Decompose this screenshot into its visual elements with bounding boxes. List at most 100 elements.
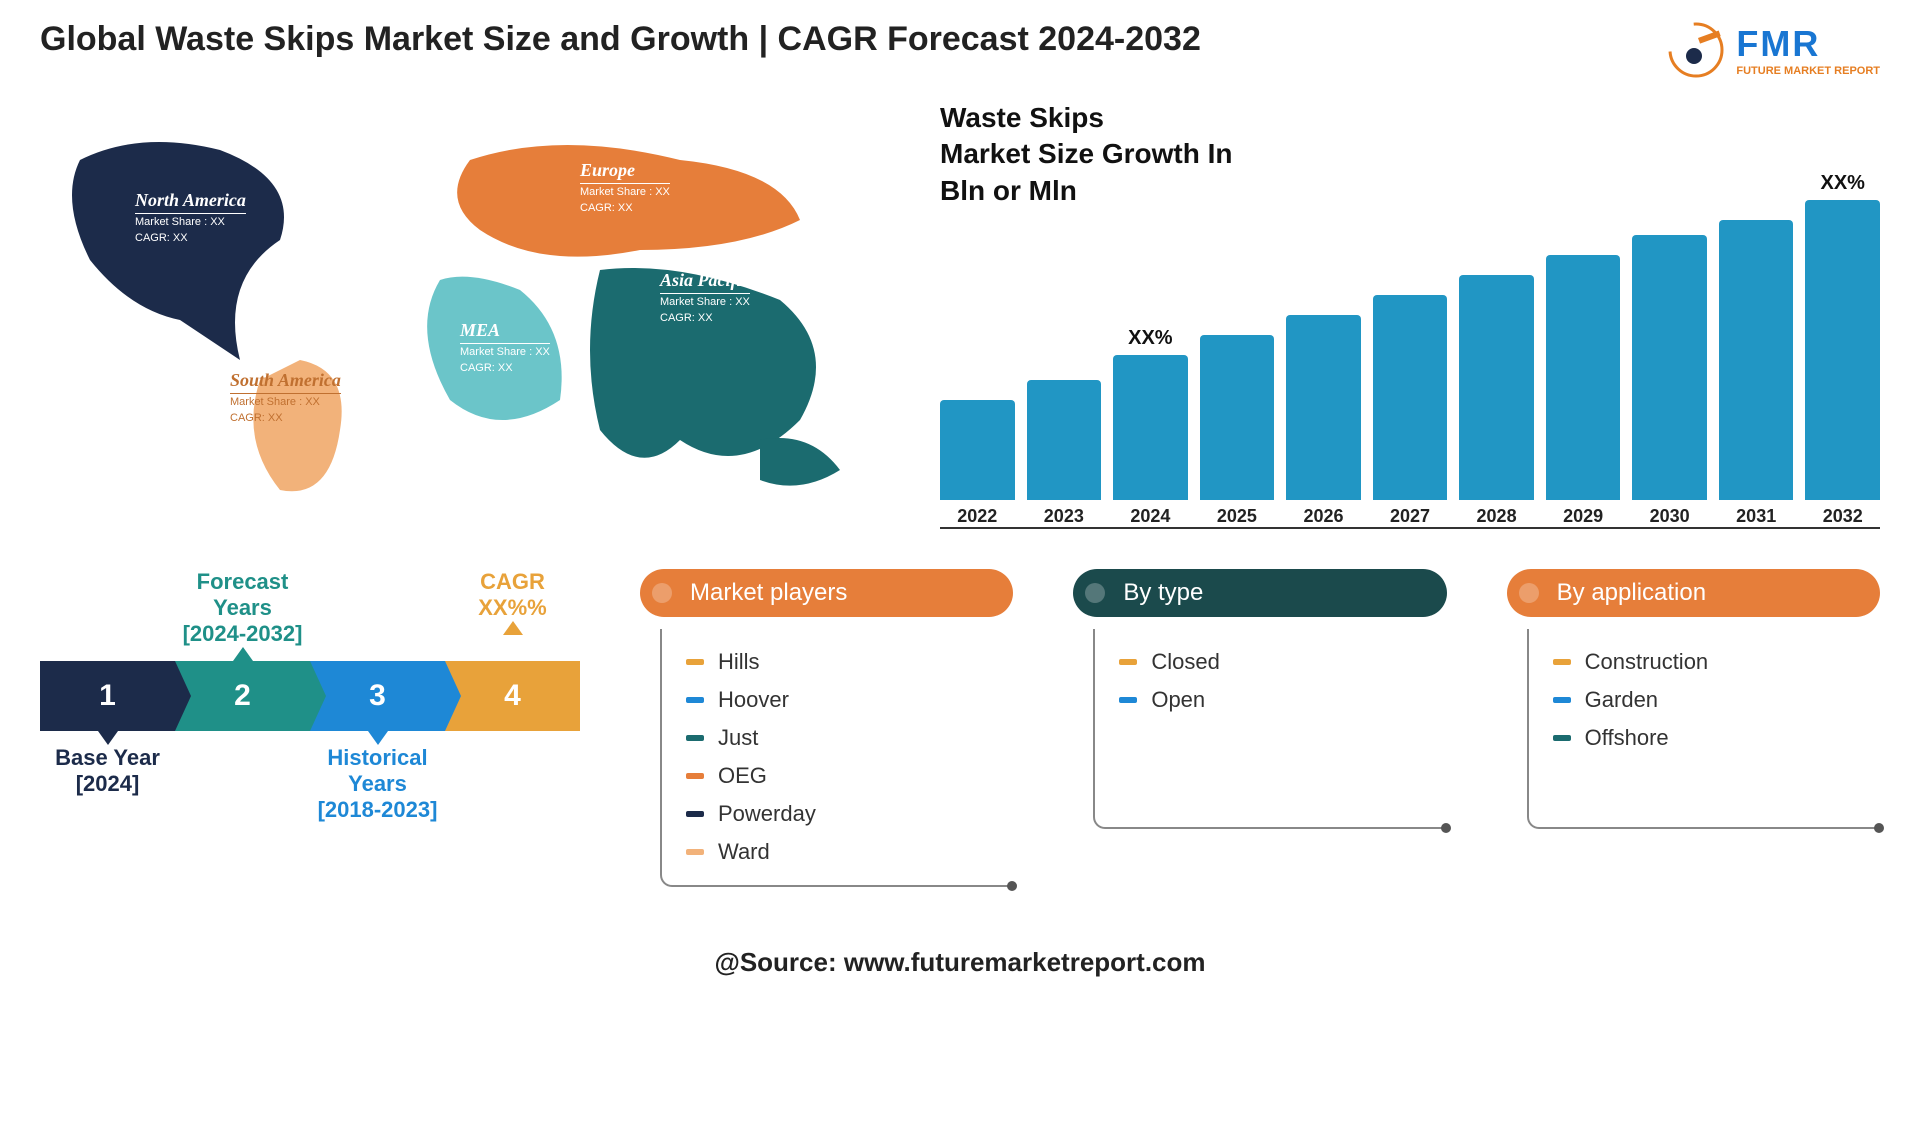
bar-annotation: XX% bbox=[1821, 172, 1865, 195]
base-label-text: Base Year bbox=[40, 745, 175, 771]
forecast-label: Forecast Years [2024-2032] bbox=[175, 569, 310, 661]
bar-year: 2026 bbox=[1303, 506, 1343, 527]
list-item: OEG bbox=[686, 757, 1003, 795]
bar-year: 2024 bbox=[1130, 506, 1170, 527]
bullet-icon bbox=[686, 811, 704, 817]
list-item: Closed bbox=[1119, 643, 1436, 681]
region-south-america: South AmericaMarket Share : XXCAGR: XX bbox=[230, 370, 341, 424]
bar-year: 2029 bbox=[1563, 506, 1603, 527]
bullet-icon bbox=[1553, 697, 1571, 703]
list-item: Hills bbox=[686, 643, 1003, 681]
region-mea: MEA Market Share : XX CAGR: XX bbox=[460, 320, 550, 374]
item-label: Ward bbox=[718, 839, 770, 865]
logo-subtitle: FUTURE MARKET REPORT bbox=[1736, 65, 1880, 77]
bullet-icon bbox=[1553, 659, 1571, 665]
timeline-seg-4: 4 bbox=[445, 661, 580, 731]
region-share: Market Share : XX bbox=[230, 393, 341, 408]
region-share: Market Share : XX bbox=[460, 343, 550, 358]
cagr-value: XX%% bbox=[445, 595, 580, 621]
bar: XX% bbox=[1113, 355, 1188, 500]
bar-col-2027: 2027 bbox=[1373, 295, 1448, 527]
category-by-application: By application ConstructionGardenOffshore bbox=[1507, 569, 1880, 887]
region-cagr: CAGR: XX bbox=[460, 360, 550, 374]
bullet-icon bbox=[686, 773, 704, 779]
bar bbox=[1459, 275, 1534, 500]
region-share: Market Share : XX bbox=[135, 213, 246, 228]
bar-year: 2031 bbox=[1736, 506, 1776, 527]
bar-year: 2030 bbox=[1650, 506, 1690, 527]
hist-label: Historical Years [2018-2023] bbox=[310, 731, 445, 823]
chart-title-l2: Market Size Growth In bbox=[940, 138, 1233, 169]
region-asia-pacific: Asia PacificMarket Share : XXCAGR: XX bbox=[660, 270, 750, 324]
category-list: HillsHooverJustOEGPowerdayWard bbox=[660, 629, 1013, 887]
region-cagr: CAGR: XX bbox=[660, 310, 750, 324]
category-market-players: Market playersHillsHooverJustOEGPowerday… bbox=[640, 569, 1013, 887]
region-name: North America bbox=[135, 190, 246, 211]
category-header: By application bbox=[1507, 569, 1880, 617]
item-label: Construction bbox=[1585, 649, 1709, 675]
logo-text: FMR bbox=[1736, 23, 1880, 65]
cagr-label: CAGR XX%% bbox=[445, 569, 580, 661]
bar-col-2031: 2031 bbox=[1719, 220, 1794, 527]
bar-year: 2025 bbox=[1217, 506, 1257, 527]
map-svg bbox=[40, 100, 900, 500]
bar-col-2028: 2028 bbox=[1459, 275, 1534, 527]
region-name: Europe bbox=[580, 160, 670, 181]
bullet-icon bbox=[686, 697, 704, 703]
hist-range: [2018-2023] bbox=[310, 797, 445, 823]
list-item: Offshore bbox=[1553, 719, 1870, 757]
category-by-type: By typeClosedOpen bbox=[1073, 569, 1446, 887]
timeline-seg-2: 2 bbox=[175, 661, 310, 731]
timeline-bar: 1234 bbox=[40, 661, 580, 731]
bar-col-2030: 2030 bbox=[1632, 235, 1707, 527]
categories: Market playersHillsHooverJustOEGPowerday… bbox=[640, 569, 1880, 887]
bar bbox=[1632, 235, 1707, 500]
item-label: OEG bbox=[718, 763, 767, 789]
item-label: Powerday bbox=[718, 801, 816, 827]
bar bbox=[1200, 335, 1275, 500]
bullet-icon bbox=[686, 849, 704, 855]
region-name: South America bbox=[230, 370, 341, 391]
bar-year: 2027 bbox=[1390, 506, 1430, 527]
region-north-america: North America Market Share : XX CAGR: XX bbox=[135, 190, 246, 244]
bar bbox=[1027, 380, 1102, 500]
cagr-label-text: CAGR bbox=[445, 569, 580, 595]
bullet-icon bbox=[686, 735, 704, 741]
bar bbox=[940, 400, 1015, 500]
bar-chart-section: Waste Skips Market Size Growth In Bln or… bbox=[940, 100, 1880, 529]
category-list: ClosedOpen bbox=[1093, 629, 1446, 829]
page-title: Global Waste Skips Market Size and Growt… bbox=[40, 20, 1201, 59]
bullet-icon bbox=[1553, 735, 1571, 741]
bar bbox=[1286, 315, 1361, 500]
hist-label-text: Historical Years bbox=[310, 745, 445, 797]
item-label: Just bbox=[718, 725, 758, 751]
bar bbox=[1719, 220, 1794, 500]
chart-title-l3: Bln or Mln bbox=[940, 175, 1077, 206]
region-share: Market Share : XX bbox=[580, 183, 670, 198]
list-item: Ward bbox=[686, 833, 1003, 871]
chart-title-l1: Waste Skips bbox=[940, 102, 1104, 133]
bullet-icon bbox=[1119, 659, 1137, 665]
bar-annotation: XX% bbox=[1128, 327, 1172, 350]
bar bbox=[1546, 255, 1621, 500]
bar-col-2029: 2029 bbox=[1546, 255, 1621, 527]
region-name: MEA bbox=[460, 320, 550, 341]
timeline-seg-1: 1 bbox=[40, 661, 175, 731]
region-cagr: CAGR: XX bbox=[135, 230, 246, 244]
timeline-seg-3: 3 bbox=[310, 661, 445, 731]
forecast-label-text: Forecast Years bbox=[175, 569, 310, 621]
list-item: Powerday bbox=[686, 795, 1003, 833]
category-list: ConstructionGardenOffshore bbox=[1527, 629, 1880, 829]
source-text: @Source: www.futuremarketreport.com bbox=[40, 947, 1880, 978]
bar-col-2024: XX% 2024 bbox=[1113, 355, 1188, 527]
bar-chart: 20222023XX%20242025202620272028202920302… bbox=[940, 219, 1880, 529]
bar-year: 2028 bbox=[1477, 506, 1517, 527]
base-value: [2024] bbox=[40, 771, 175, 797]
timeline: Forecast Years [2024-2032] CAGR XX%% 123… bbox=[40, 569, 580, 823]
region-cagr: CAGR: XX bbox=[580, 200, 670, 214]
list-item: Open bbox=[1119, 681, 1436, 719]
list-item: Construction bbox=[1553, 643, 1870, 681]
logo: FMR FUTURE MARKET REPORT bbox=[1666, 20, 1880, 80]
bar bbox=[1373, 295, 1448, 500]
forecast-range: [2024-2032] bbox=[175, 621, 310, 647]
